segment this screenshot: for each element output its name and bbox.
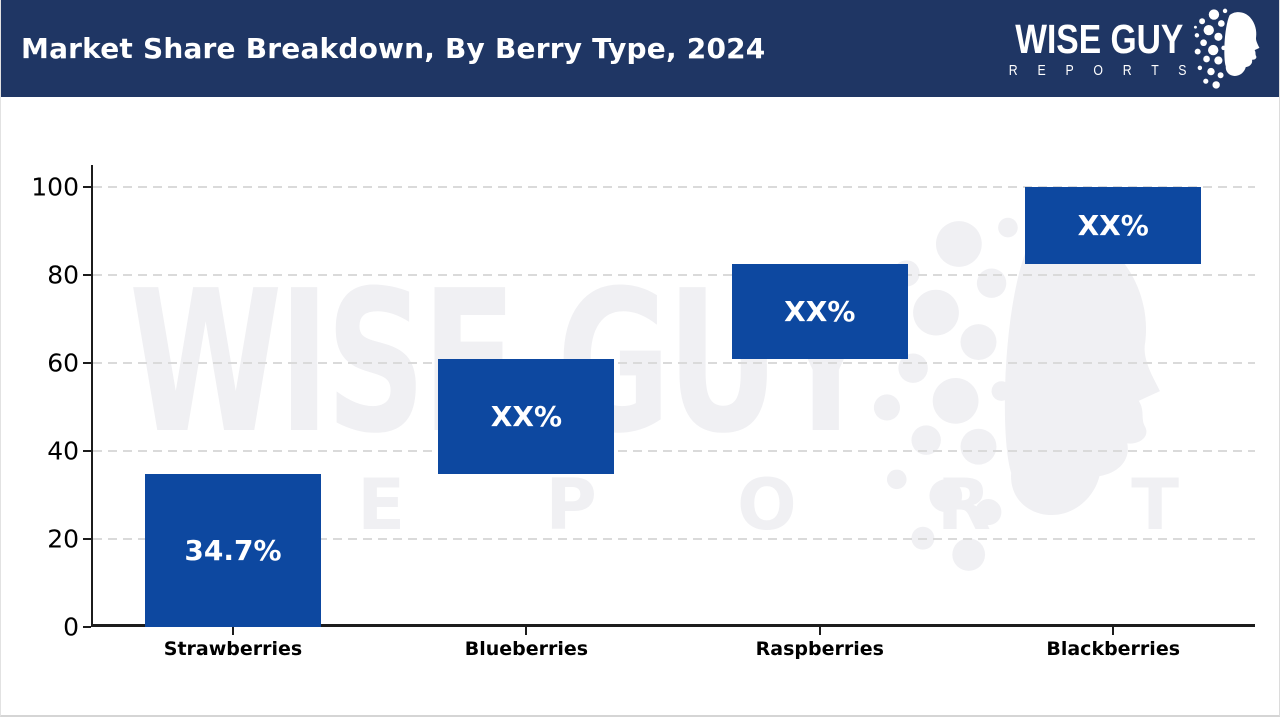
waterfall-chart-plot: 0 20 40 60 80 100 34.7% Strawberries XX% Blueberr… <box>31 165 1255 660</box>
brand-logo-line2: R E P O R T S <box>1009 62 1195 79</box>
x-tick-mark-blackberries <box>1112 627 1115 635</box>
x-tick-mark-strawberries <box>232 627 234 635</box>
bar-value-label: XX% <box>490 399 562 433</box>
bar-value-label: XX% <box>784 294 856 328</box>
brand-logo-line1: WISE GUY <box>1015 16 1184 62</box>
gridline-y-20 <box>93 538 1255 540</box>
y-tick-mark-80 <box>83 274 91 276</box>
bar-raspberries: XX% <box>731 263 908 359</box>
bar-blueberries: XX% <box>438 358 615 475</box>
bar-value-label: XX% <box>1077 208 1149 242</box>
y-tick-mark-100 <box>83 186 91 188</box>
y-tick-label-40: 40 <box>47 436 79 466</box>
brand-logo: WISE GUY R E P O R T S <box>962 6 1265 92</box>
x-tick-label-strawberries: Strawberries <box>163 638 303 660</box>
page-title: Market Share Breakdown, By Berry Type, 2… <box>21 32 766 65</box>
y-tick-label-80: 80 <box>47 260 79 290</box>
brand-logo-text: WISE GUY R E P O R T S <box>1004 16 1195 79</box>
y-tick-mark-20 <box>83 538 91 540</box>
y-tick-label-100: 100 <box>31 172 79 202</box>
bar-blackberries: XX% <box>1025 187 1202 264</box>
y-tick-mark-0 <box>83 626 91 628</box>
x-tick-label-blueberries: Blueberries <box>464 638 589 660</box>
bar-strawberries: 34.7% <box>145 474 321 627</box>
y-tick-mark-40 <box>83 450 91 452</box>
y-tick-mark-60 <box>83 362 91 364</box>
y-tick-label-0: 0 <box>63 612 79 642</box>
gridline-y-80 <box>93 274 1255 276</box>
x-tick-mark-blueberries <box>525 627 528 635</box>
bar-value-label: 34.7% <box>184 534 282 568</box>
y-tick-label-20: 20 <box>47 524 79 554</box>
gridline-y-100 <box>93 186 1255 188</box>
gridline-y-60 <box>93 362 1255 364</box>
x-tick-label-raspberries: Raspberries <box>755 638 884 660</box>
y-tick-label-60: 60 <box>47 348 79 378</box>
brand-head-icon <box>1193 8 1260 89</box>
header-band: Market Share Breakdown, By Berry Type, 2… <box>1 0 1279 97</box>
x-tick-mark-raspberries <box>818 627 821 635</box>
x-tick-label-blackberries: Blackberries <box>1046 638 1181 660</box>
gridline-y-40 <box>93 450 1255 452</box>
